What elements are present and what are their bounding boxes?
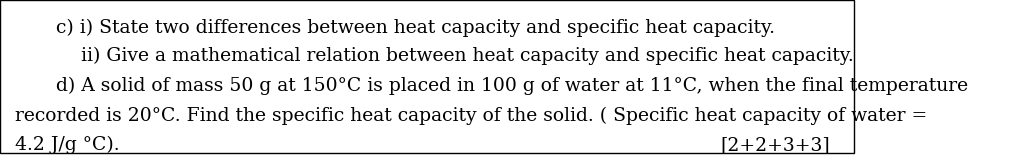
Text: c) i) State two differences between heat capacity and specific heat capacity.: c) i) State two differences between heat… bbox=[55, 18, 774, 37]
Text: ii) Give a mathematical relation between heat capacity and specific heat capacit: ii) Give a mathematical relation between… bbox=[81, 47, 854, 65]
Text: [2+2+3+3]: [2+2+3+3] bbox=[720, 136, 830, 154]
Text: recorded is 20°C. Find the specific heat capacity of the solid. ( Specific heat : recorded is 20°C. Find the specific heat… bbox=[15, 106, 928, 124]
Text: 4.2 J/g °C).: 4.2 J/g °C). bbox=[15, 136, 120, 154]
Text: d) A solid of mass 50 g at 150°C is placed in 100 g of water at 11°C, when the f: d) A solid of mass 50 g at 150°C is plac… bbox=[55, 76, 968, 95]
